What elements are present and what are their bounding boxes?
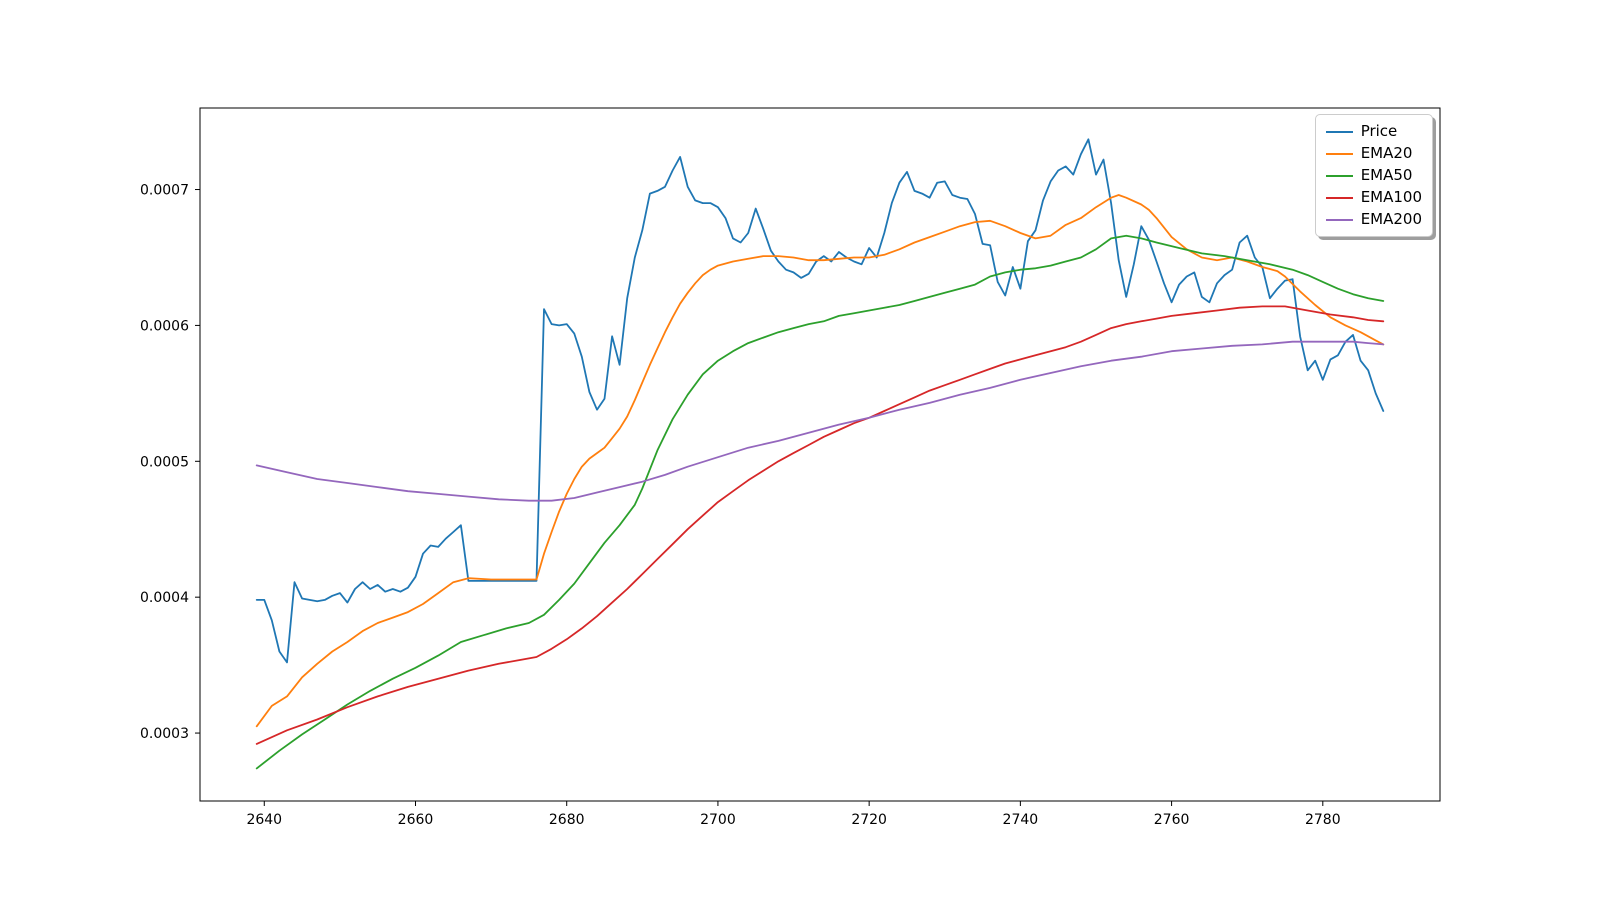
x-tick-label: 2660 xyxy=(398,812,434,828)
axes-spines xyxy=(199,107,1441,802)
legend-item-ema100: EMA100 xyxy=(1325,188,1422,207)
x-tick-label: 2640 xyxy=(246,812,282,828)
ema50-line-sample xyxy=(1325,174,1353,177)
y-tick-label: 0.0003 xyxy=(140,726,189,742)
series-line-ema20 xyxy=(255,194,1385,728)
series-line-ema200 xyxy=(255,340,1385,502)
legend-item-ema200: EMA200 xyxy=(1325,210,1422,229)
x-tick-label: 2720 xyxy=(851,812,887,828)
legend-item-price: Price xyxy=(1325,122,1422,141)
legend-label-ema200: EMA200 xyxy=(1360,210,1422,228)
ema20-line-sample xyxy=(1325,152,1353,155)
legend-item-ema20: EMA20 xyxy=(1325,144,1422,163)
ema200-line-sample xyxy=(1325,218,1353,221)
y-tick-label: 0.0005 xyxy=(140,454,189,470)
series-line-ema50 xyxy=(255,234,1385,770)
x-tick-label: 2780 xyxy=(1305,812,1341,828)
y-tick-label: 0.0006 xyxy=(140,318,189,334)
x-tick-label: 2760 xyxy=(1154,812,1190,828)
x-tick-label: 2680 xyxy=(549,812,585,828)
y-tick-label: 0.0007 xyxy=(140,183,189,199)
legend: Price EMA20 EMA50 EMA100 EMA200 xyxy=(1314,114,1433,237)
legend-label-ema100: EMA100 xyxy=(1360,188,1422,206)
x-tick-label: 2700 xyxy=(700,812,736,828)
x-tick-label: 2740 xyxy=(1003,812,1039,828)
series-line-ema100 xyxy=(255,305,1385,745)
legend-item-ema50: EMA50 xyxy=(1325,166,1422,185)
legend-label-ema20: EMA20 xyxy=(1360,144,1413,162)
legend-label-ema50: EMA50 xyxy=(1360,166,1413,184)
y-tick-label: 0.0004 xyxy=(140,590,189,606)
ema100-line-sample xyxy=(1325,196,1353,199)
price-line-sample xyxy=(1325,130,1353,133)
legend-label-price: Price xyxy=(1360,122,1398,140)
series-line-price xyxy=(255,138,1385,664)
